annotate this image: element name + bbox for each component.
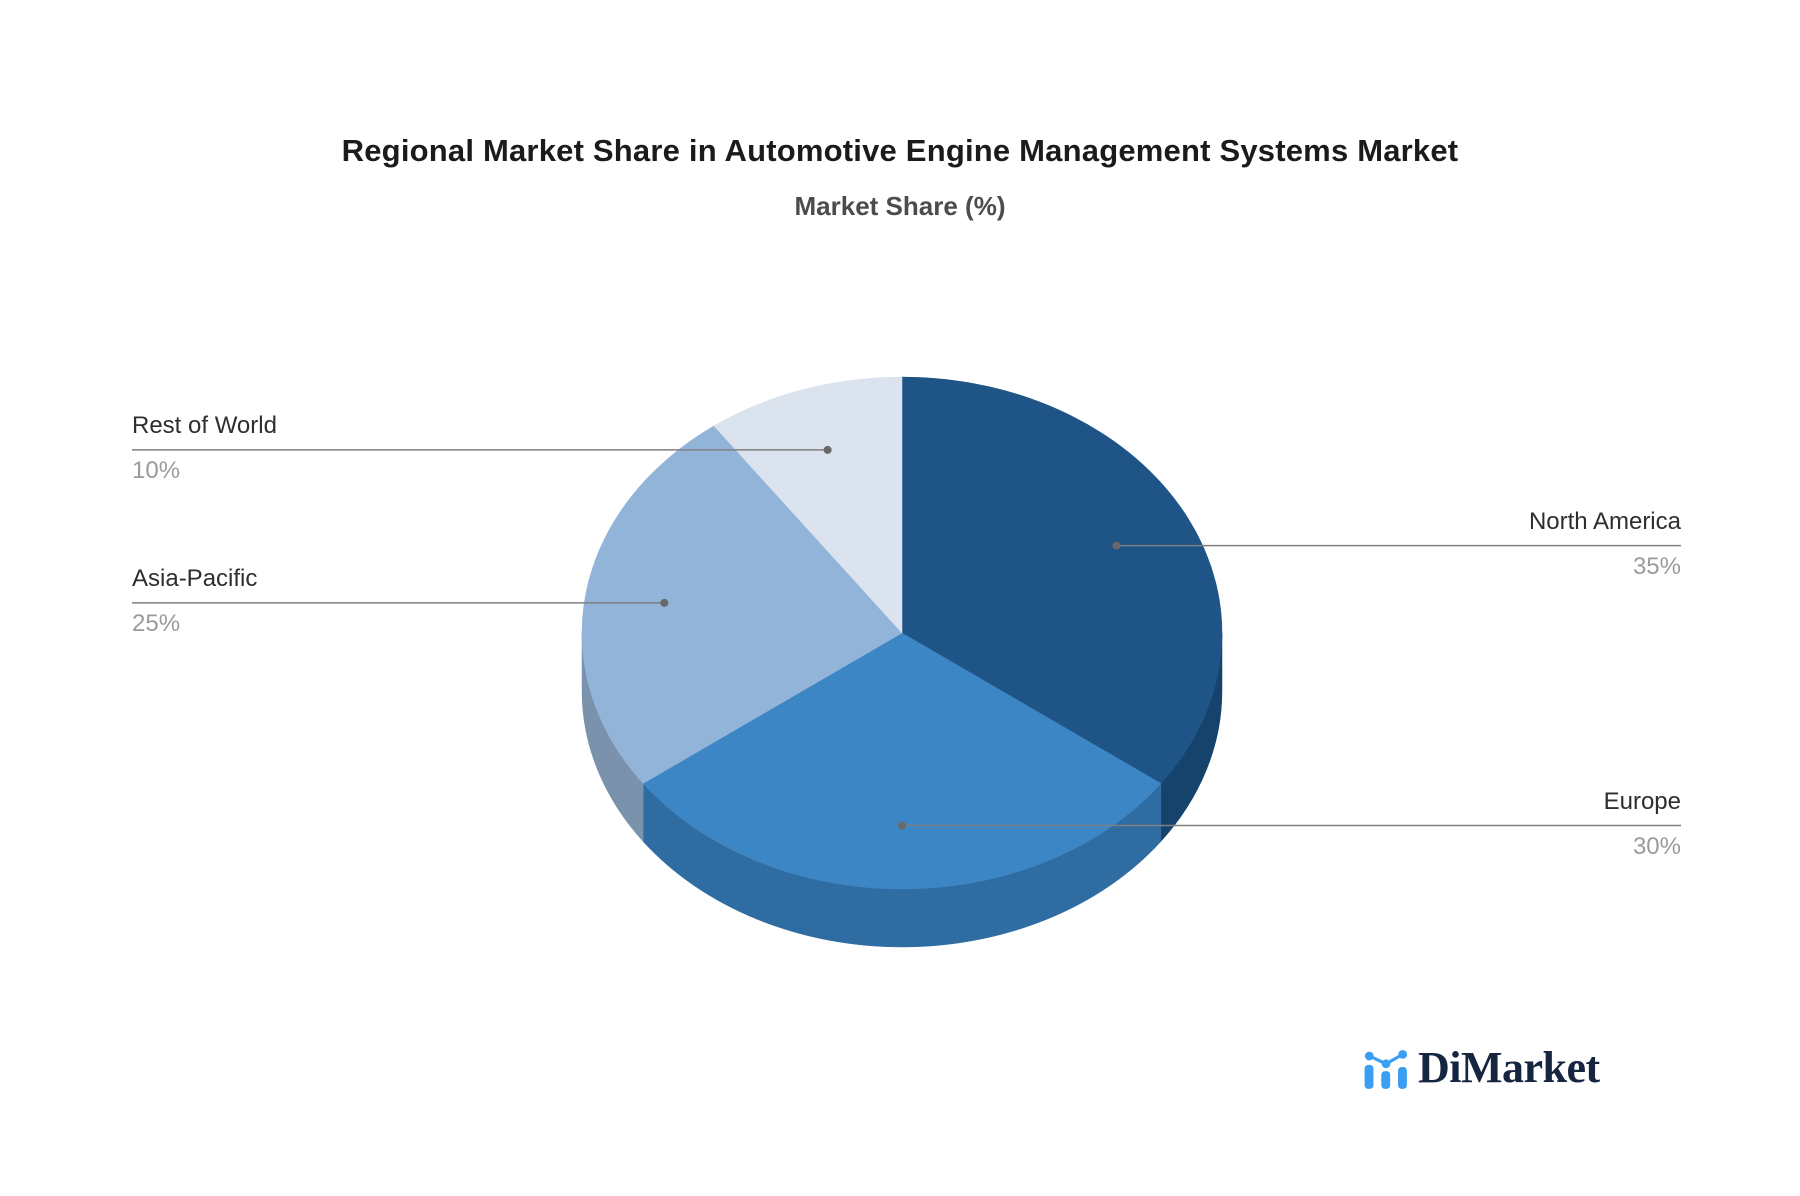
slice-percent-europe: 30% xyxy=(1632,832,1681,860)
slice-percent-north-america: 35% xyxy=(1632,552,1681,580)
slice-percent-asia-pacific: 25% xyxy=(132,609,181,637)
pie-slices xyxy=(581,376,1223,890)
pie-slice-asia-pacific[interactable] xyxy=(581,425,903,784)
pie-slice-north-america[interactable] xyxy=(901,376,1223,784)
slice-label-rest-of-world: Rest of World xyxy=(132,411,277,439)
connector-dot-north-america xyxy=(1112,541,1121,550)
connector-dot-europe xyxy=(898,821,906,830)
connector-dot-rest-of-world xyxy=(823,445,832,454)
slice-label-north-america: North America xyxy=(1528,507,1681,535)
chart-title: Regional Market Share in Automotive Engi… xyxy=(341,133,1459,168)
pie-label-connectors xyxy=(132,445,1681,830)
slice-percent-rest-of-world: 10% xyxy=(132,456,181,484)
connector-dot-asia-pacific xyxy=(660,598,669,607)
chart-subtitle: Market Share (%) xyxy=(794,191,1006,221)
slice-label-asia-pacific: Asia-Pacific xyxy=(132,564,258,592)
pie-slice-rest-of-world[interactable] xyxy=(713,376,903,634)
bar-chart-logo-icon xyxy=(1364,1049,1408,1089)
brand-logo: DiMarket xyxy=(1363,1042,1600,1093)
brand-logo-text: DiMarket xyxy=(1418,1043,1600,1092)
slice-label-europe: Europe xyxy=(1603,787,1681,815)
